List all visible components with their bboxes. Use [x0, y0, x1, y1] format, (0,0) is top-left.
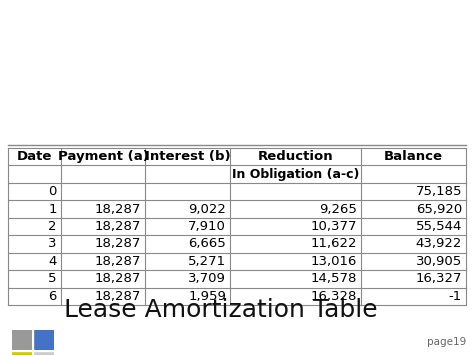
Text: 18,287: 18,287 [95, 255, 141, 268]
Text: 16,327: 16,327 [416, 272, 462, 285]
Text: 30,905: 30,905 [416, 255, 462, 268]
Text: Interest (b): Interest (b) [145, 150, 230, 163]
Text: 3,709: 3,709 [188, 272, 226, 285]
Text: 18,287: 18,287 [95, 237, 141, 250]
Text: In Obligation (a-c): In Obligation (a-c) [232, 168, 359, 181]
Text: Reduction: Reduction [257, 150, 333, 163]
Text: Lease Amortization Table: Lease Amortization Table [64, 298, 378, 322]
Text: 4: 4 [48, 255, 57, 268]
Text: 2: 2 [48, 220, 57, 233]
Text: 11,622: 11,622 [310, 237, 356, 250]
Text: Payment (a): Payment (a) [58, 150, 148, 163]
Text: Date: Date [17, 150, 52, 163]
Text: 9,265: 9,265 [319, 203, 356, 215]
Bar [12, 330, 32, 350]
Text: 18,287: 18,287 [95, 272, 141, 285]
Text: 14,578: 14,578 [310, 272, 356, 285]
Text: 65,920: 65,920 [416, 203, 462, 215]
Text: 13,016: 13,016 [310, 255, 356, 268]
Text: 16,328: 16,328 [310, 290, 356, 303]
Text: 43,922: 43,922 [416, 237, 462, 250]
Text: 18,287: 18,287 [95, 220, 141, 233]
Bar [34, 352, 54, 355]
Text: 3: 3 [48, 237, 57, 250]
Text: page19: page19 [427, 337, 466, 347]
Bar [12, 352, 32, 355]
Text: 9,022: 9,022 [188, 203, 226, 215]
Text: 5,271: 5,271 [188, 255, 226, 268]
Text: 6: 6 [48, 290, 57, 303]
Text: 1,959: 1,959 [188, 290, 226, 303]
Text: 6,665: 6,665 [188, 237, 226, 250]
Text: 10,377: 10,377 [310, 220, 356, 233]
Text: 55,544: 55,544 [416, 220, 462, 233]
Bar [34, 330, 54, 350]
Text: 18,287: 18,287 [95, 290, 141, 303]
Text: 1: 1 [48, 203, 57, 215]
Text: 0: 0 [48, 185, 57, 198]
Text: 18,287: 18,287 [95, 203, 141, 215]
Text: Balance: Balance [384, 150, 443, 163]
Text: 5: 5 [48, 272, 57, 285]
Text: -1: -1 [449, 290, 462, 303]
Text: 75,185: 75,185 [416, 185, 462, 198]
Text: 7,910: 7,910 [188, 220, 226, 233]
